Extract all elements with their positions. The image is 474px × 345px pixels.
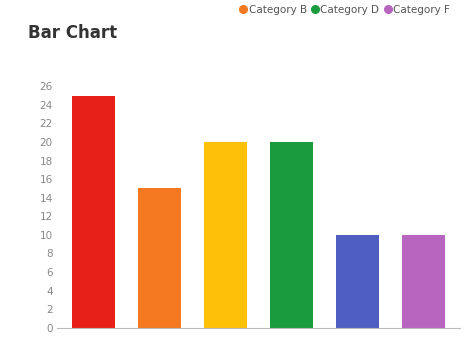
Bar <box>336 235 379 328</box>
Legend: Category A, Category B, Category C, Category D, Category E, Category F: Category A, Category B, Category C, Cate… <box>237 0 455 19</box>
Text: Bar Chart: Bar Chart <box>28 24 118 42</box>
Bar <box>72 96 115 328</box>
Bar <box>204 142 247 328</box>
Bar <box>402 235 445 328</box>
Bar <box>270 142 313 328</box>
Bar <box>138 188 181 328</box>
